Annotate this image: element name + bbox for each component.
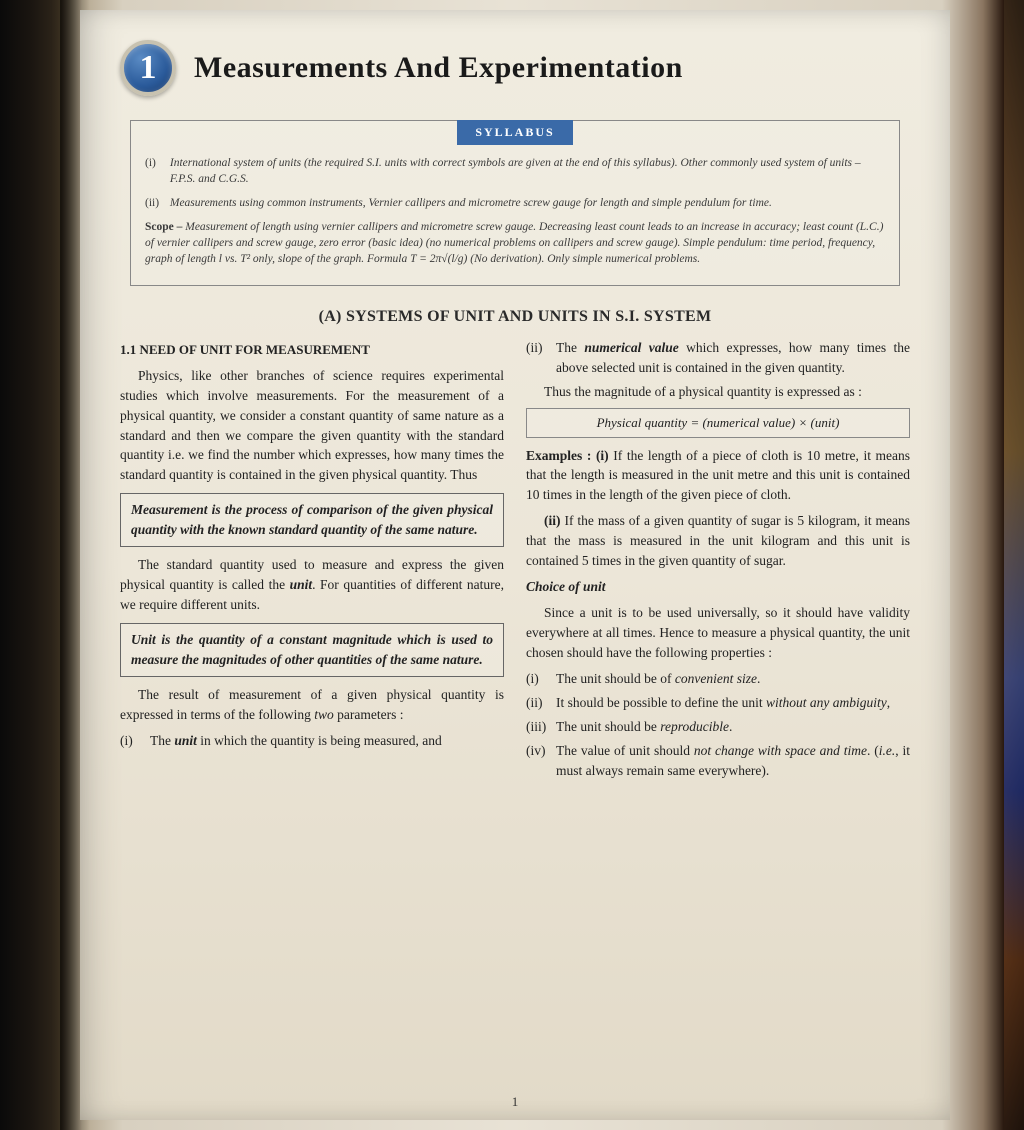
list-item: (iv) The value of unit should not change… bbox=[526, 741, 910, 781]
list-body: The unit in which the quantity is being … bbox=[150, 731, 504, 751]
list-body: The unit should be reproducible. bbox=[556, 717, 910, 737]
syllabus-label: SYLLABUS bbox=[457, 120, 572, 145]
example-num: (i) bbox=[596, 448, 609, 463]
scope-label: Scope – bbox=[145, 221, 182, 233]
chapter-number-badge: 1 bbox=[120, 40, 176, 96]
list-item: (ii) The numerical value which expresses… bbox=[526, 338, 910, 378]
example-num: (ii) bbox=[544, 513, 561, 528]
list-item: (i) The unit in which the quantity is be… bbox=[120, 731, 504, 751]
syllabus-item-num: (ii) bbox=[145, 195, 167, 211]
body-paragraph: The standard quantity used to measure an… bbox=[120, 555, 504, 615]
section-a-heading: (A) SYSTEMS OF UNIT AND UNITS IN S.I. SY… bbox=[120, 308, 910, 326]
list-num: (ii) bbox=[526, 693, 556, 713]
list-item: (iii) The unit should be reproducible. bbox=[526, 717, 910, 737]
chapter-title: Measurements And Experimentation bbox=[194, 51, 683, 85]
list-body: It should be possible to define the unit… bbox=[556, 693, 910, 713]
syllabus-item-text: Measurements using common instruments, V… bbox=[170, 195, 884, 211]
list-body: The value of unit should not change with… bbox=[556, 741, 910, 781]
chapter-header: 1 Measurements And Experimentation bbox=[120, 40, 910, 96]
right-edge-strip bbox=[1004, 0, 1024, 1130]
example-paragraph: (ii) If the mass of a given quantity of … bbox=[526, 511, 910, 571]
body-paragraph: Since a unit is to be used universally, … bbox=[526, 603, 910, 663]
formula-box: Physical quantity = (numerical value) × … bbox=[526, 408, 910, 437]
list-num: (iv) bbox=[526, 741, 556, 781]
definition-box-measurement: Measurement is the process of comparison… bbox=[120, 493, 504, 547]
list-num: (i) bbox=[526, 669, 556, 689]
example-text: If the mass of a given quantity of sugar… bbox=[526, 513, 910, 568]
list-item: (i) The unit should be of convenient siz… bbox=[526, 669, 910, 689]
scope-text: Measurement of length using vernier call… bbox=[145, 221, 883, 265]
body-paragraph: Thus the magnitude of a physical quantit… bbox=[526, 382, 910, 402]
examples-paragraph: Examples : (i) If the length of a piece … bbox=[526, 446, 910, 506]
body-paragraph: The result of measurement of a given phy… bbox=[120, 685, 504, 725]
body-paragraph: Physics, like other branches of science … bbox=[120, 366, 504, 486]
list-body: The unit should be of convenient size. bbox=[556, 669, 910, 689]
examples-label: Examples : bbox=[526, 448, 591, 463]
syllabus-item-text: International system of units (the requi… bbox=[170, 155, 884, 187]
choice-of-unit-heading: Choice of unit bbox=[526, 577, 910, 597]
list-num: (iii) bbox=[526, 717, 556, 737]
two-column-body: 1.1 NEED OF UNIT FOR MEASUREMENT Physics… bbox=[120, 338, 910, 781]
syllabus-box: SYLLABUS (i) International system of uni… bbox=[130, 120, 900, 286]
syllabus-scope: Scope – Measurement of length using vern… bbox=[145, 219, 885, 267]
textbook-page: 1 Measurements And Experimentation SYLLA… bbox=[80, 10, 950, 1120]
subsection-heading: 1.1 NEED OF UNIT FOR MEASUREMENT bbox=[120, 340, 504, 359]
list-item: (ii) It should be possible to define the… bbox=[526, 693, 910, 713]
list-body: The numerical value which expresses, how… bbox=[556, 338, 910, 378]
page-number: 1 bbox=[512, 1094, 519, 1110]
syllabus-item-num: (i) bbox=[145, 155, 167, 171]
list-num: (i) bbox=[120, 731, 150, 751]
syllabus-item: (i) International system of units (the r… bbox=[145, 155, 885, 187]
definition-box-unit: Unit is the quantity of a constant magni… bbox=[120, 623, 504, 677]
list-num: (ii) bbox=[526, 338, 556, 378]
syllabus-item: (ii) Measurements using common instrumen… bbox=[145, 195, 885, 211]
